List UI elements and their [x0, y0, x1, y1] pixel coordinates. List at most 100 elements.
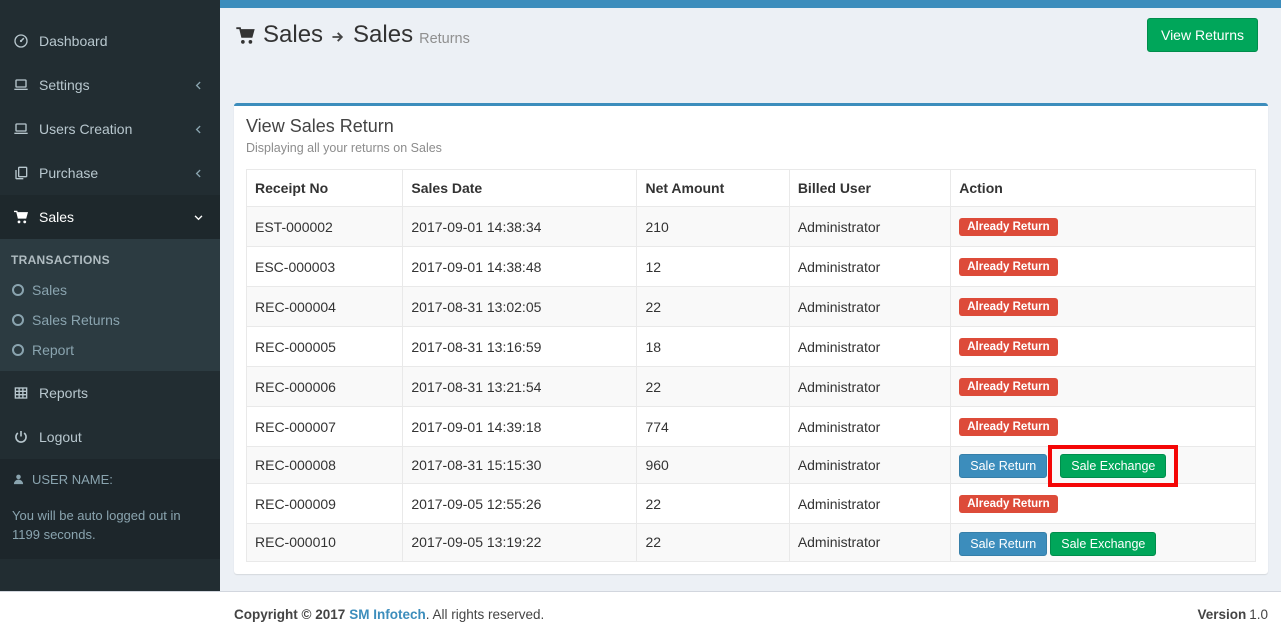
- sidebar-item-purchase[interactable]: Purchase: [0, 151, 220, 195]
- already-return-badge: Already Return: [959, 298, 1058, 316]
- action-cell: Already Return: [950, 246, 1256, 287]
- sale-exchange-button[interactable]: Sale Exchange: [1060, 454, 1167, 479]
- user-icon: [12, 473, 25, 486]
- sidebar-item-transactions-sales[interactable]: Sales: [0, 275, 220, 305]
- sidebar-item-reports[interactable]: Reports: [0, 371, 220, 415]
- action-cell: Sale Return Sale Exchange: [950, 445, 1256, 488]
- action-cell: Already Return: [950, 326, 1256, 367]
- sale-return-button[interactable]: Sale Return: [959, 531, 1048, 556]
- receipt-no-cell: EST-000002: [245, 206, 404, 247]
- receipt-no-cell: REC-000005: [245, 326, 404, 367]
- version-value: 1.0: [1249, 607, 1268, 622]
- sale-return-button[interactable]: Sale Return: [959, 454, 1048, 479]
- net-amount-cell: 960: [636, 445, 790, 485]
- action-cell: Sale Return Sale Exchange: [950, 523, 1256, 562]
- sales-date-cell: 2017-09-05 13:19:22: [402, 523, 638, 562]
- submenu-header: TRANSACTIONS: [11, 253, 110, 267]
- app-layout: Dashboard Settings Users Creation: [0, 0, 1281, 591]
- laptop-icon: [13, 77, 29, 93]
- receipt-no-cell: REC-000008: [245, 445, 404, 485]
- user-section: USER NAME: You will be auto logged out i…: [0, 459, 220, 559]
- panel-subtitle: Displaying all your returns on Sales: [246, 141, 442, 155]
- submenu-item-label: Sales Returns: [32, 312, 120, 328]
- net-amount-cell: 18: [636, 326, 790, 367]
- already-return-badge: Already Return: [959, 495, 1058, 514]
- panel-title: View Sales Return: [246, 116, 394, 136]
- sidebar-item-label: Users Creation: [39, 121, 133, 137]
- submenu-item-label: Sales: [32, 282, 68, 298]
- sales-date-cell: 2017-09-01 14:38:34: [402, 206, 638, 247]
- net-amount-cell: 22: [636, 286, 790, 327]
- sidebar-item-logout[interactable]: Logout: [0, 415, 220, 459]
- sales-return-panel: View Sales Return Displaying all your re…: [234, 103, 1268, 574]
- column-header-net-amount: Net Amount: [636, 169, 790, 207]
- billed-user-cell: Administrator: [788, 326, 952, 367]
- copy-icon: [13, 165, 29, 181]
- billed-user-cell: Administrator: [788, 445, 952, 485]
- sidebar-item-sales-returns[interactable]: Sales Returns: [0, 305, 220, 335]
- chevron-left-icon: [193, 124, 204, 135]
- already-return-badge: Already Return: [959, 258, 1058, 276]
- arrow-right-icon: [331, 30, 345, 44]
- sidebar-item-label: Settings: [39, 77, 90, 93]
- sales-date-cell: 2017-08-31 15:15:30: [402, 445, 638, 485]
- chevron-left-icon: [193, 80, 204, 91]
- page-title: Sales Sales Returns: [235, 21, 1258, 49]
- cart-icon: [13, 209, 29, 225]
- billed-user-cell: Administrator: [788, 286, 952, 327]
- billed-user-cell: Administrator: [788, 483, 952, 525]
- net-amount-cell: 22: [636, 366, 790, 407]
- already-return-badge: Already Return: [959, 378, 1058, 396]
- already-return-badge: Already Return: [959, 218, 1058, 236]
- auto-logout-note: You will be auto logged out in 1199 seco…: [12, 508, 181, 542]
- sales-date-cell: 2017-09-05 12:55:26: [402, 483, 638, 525]
- sales-returns-table-body: EST-000002 2017-09-01 14:38:34 210 Administ…: [245, 206, 1256, 562]
- net-amount-cell: 22: [636, 523, 790, 562]
- chevron-down-icon: [193, 212, 204, 223]
- sidebar-item-users-creation[interactable]: Users Creation: [0, 107, 220, 151]
- sidebar-item-report[interactable]: Report: [0, 335, 220, 365]
- table-row: REC-000004 2017-08-31 13:02:05 22 Administr…: [245, 286, 1256, 327]
- sidebar-item-dashboard[interactable]: Dashboard: [0, 19, 220, 63]
- rights-text: . All rights reserved.: [425, 607, 545, 622]
- receipt-no-cell: REC-000010: [245, 523, 404, 562]
- view-returns-button[interactable]: View Returns: [1146, 18, 1258, 52]
- sale-exchange-button[interactable]: Sale Exchange: [1050, 531, 1157, 556]
- circle-icon: [12, 314, 24, 326]
- table-row: REC-000007 2017-09-01 14:39:18 774 Administ…: [245, 406, 1256, 447]
- receipt-no-cell: REC-000009: [245, 483, 404, 525]
- sidebar-item-label: Purchase: [39, 165, 99, 181]
- laptop-icon: [13, 121, 29, 137]
- breadcrumb-sub: Returns: [419, 30, 470, 47]
- sales-date-cell: 2017-08-31 13:16:59: [402, 326, 638, 367]
- action-cell: Already Return: [950, 206, 1256, 247]
- sidebar: Dashboard Settings Users Creation: [0, 0, 220, 591]
- receipt-no-cell: REC-000007: [245, 406, 404, 447]
- breadcrumb-secondary: Sales: [353, 21, 414, 48]
- table-row: REC-000008 2017-08-31 15:15:30 960 Administ…: [245, 445, 1256, 488]
- table-row: REC-000005 2017-08-31 13:16:59 18 Administr…: [245, 326, 1256, 367]
- table-row: REC-000006 2017-08-31 13:21:54 22 Administr…: [245, 366, 1256, 407]
- table-icon: [13, 385, 29, 401]
- sidebar-item-sales[interactable]: Sales: [0, 195, 220, 239]
- billed-user-cell: Administrator: [788, 206, 952, 247]
- top-navbar-strip: [220, 0, 1281, 8]
- table-header-row: Receipt No Sales Date Net Amount Billed …: [245, 169, 1256, 207]
- version-label: Version: [1197, 607, 1247, 622]
- sidebar-item-label: Sales: [39, 209, 75, 225]
- company-link[interactable]: SM Infotech: [349, 607, 426, 622]
- sidebar-item-label: Logout: [39, 429, 82, 445]
- net-amount-cell: 774: [636, 406, 790, 447]
- sales-submenu: TRANSACTIONS Sales Sales Returns Report: [0, 239, 220, 371]
- main-content: Sales Sales Returns View Returns View Sa…: [220, 0, 1281, 591]
- table-row: ESC-000003 2017-09-01 14:38:48 12 Administr…: [245, 246, 1256, 287]
- receipt-no-cell: REC-000006: [245, 366, 404, 407]
- user-name-label: USER NAME:: [32, 472, 113, 487]
- action-cell: Already Return: [950, 483, 1256, 525]
- sales-date-cell: 2017-09-01 14:38:48: [402, 246, 638, 287]
- sidebar-item-label: Reports: [39, 385, 89, 401]
- column-header-sales-date: Sales Date: [402, 169, 638, 207]
- action-cell: Already Return: [950, 286, 1256, 327]
- click-highlight-annotation: Sale Exchange: [1048, 445, 1179, 488]
- sidebar-item-settings[interactable]: Settings: [0, 63, 220, 107]
